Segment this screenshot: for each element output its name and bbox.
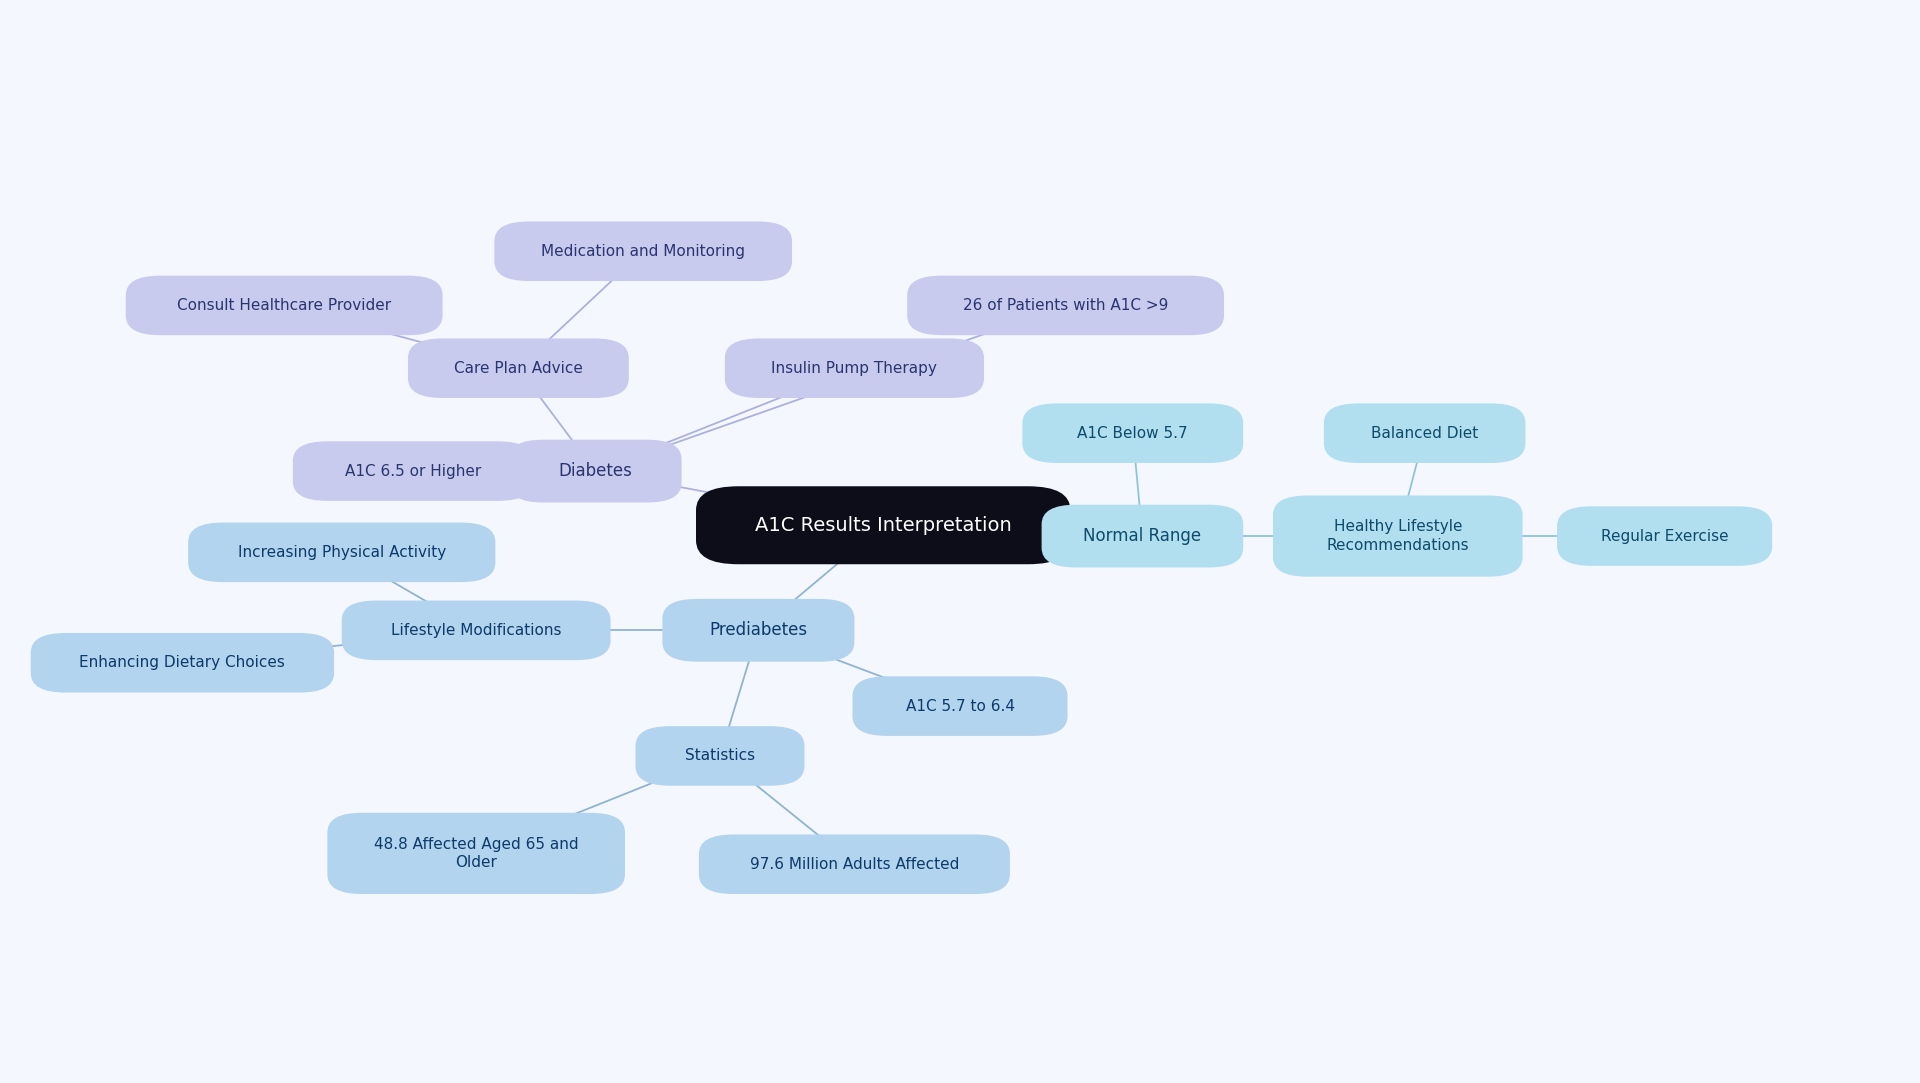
FancyBboxPatch shape [1021,403,1242,464]
Text: Statistics: Statistics [685,748,755,764]
Text: Normal Range: Normal Range [1083,527,1202,545]
Text: 48.8 Affected Aged 65 and
Older: 48.8 Affected Aged 65 and Older [374,836,578,871]
Text: Healthy Lifestyle
Recommendations: Healthy Lifestyle Recommendations [1327,519,1469,553]
Text: Balanced Diet: Balanced Diet [1371,426,1478,441]
FancyBboxPatch shape [509,440,682,503]
FancyBboxPatch shape [724,338,983,397]
FancyBboxPatch shape [662,599,854,662]
FancyBboxPatch shape [1557,507,1772,566]
FancyBboxPatch shape [697,486,1071,564]
FancyBboxPatch shape [188,523,495,583]
Text: Increasing Physical Activity: Increasing Physical Activity [238,545,445,560]
Text: Care Plan Advice: Care Plan Advice [453,361,584,376]
Text: Enhancing Dietary Choices: Enhancing Dietary Choices [79,655,286,670]
Text: Insulin Pump Therapy: Insulin Pump Therapy [772,361,937,376]
Text: A1C Below 5.7: A1C Below 5.7 [1077,426,1188,441]
FancyBboxPatch shape [326,812,626,895]
Text: Regular Exercise: Regular Exercise [1601,529,1728,544]
FancyBboxPatch shape [1041,505,1242,567]
Text: Medication and Monitoring: Medication and Monitoring [541,244,745,259]
FancyBboxPatch shape [636,727,804,786]
Text: A1C 5.7 to 6.4: A1C 5.7 to 6.4 [906,699,1014,714]
Text: Prediabetes: Prediabetes [708,622,808,639]
FancyBboxPatch shape [1273,496,1523,576]
FancyBboxPatch shape [125,275,442,336]
FancyBboxPatch shape [292,442,532,500]
Text: Lifestyle Modifications: Lifestyle Modifications [392,623,561,638]
Text: 26 of Patients with A1C >9: 26 of Patients with A1C >9 [964,298,1167,313]
FancyBboxPatch shape [1325,403,1524,464]
FancyBboxPatch shape [31,632,334,693]
FancyBboxPatch shape [908,275,1225,336]
Text: A1C 6.5 or Higher: A1C 6.5 or Higher [346,464,480,479]
Text: Diabetes: Diabetes [559,462,632,480]
FancyBboxPatch shape [342,601,611,661]
Text: Consult Healthcare Provider: Consult Healthcare Provider [177,298,392,313]
Text: 97.6 Million Adults Affected: 97.6 Million Adults Affected [749,857,960,872]
Text: A1C Results Interpretation: A1C Results Interpretation [755,516,1012,535]
FancyBboxPatch shape [495,222,791,282]
FancyBboxPatch shape [852,676,1068,736]
FancyBboxPatch shape [699,834,1010,895]
FancyBboxPatch shape [409,338,630,397]
